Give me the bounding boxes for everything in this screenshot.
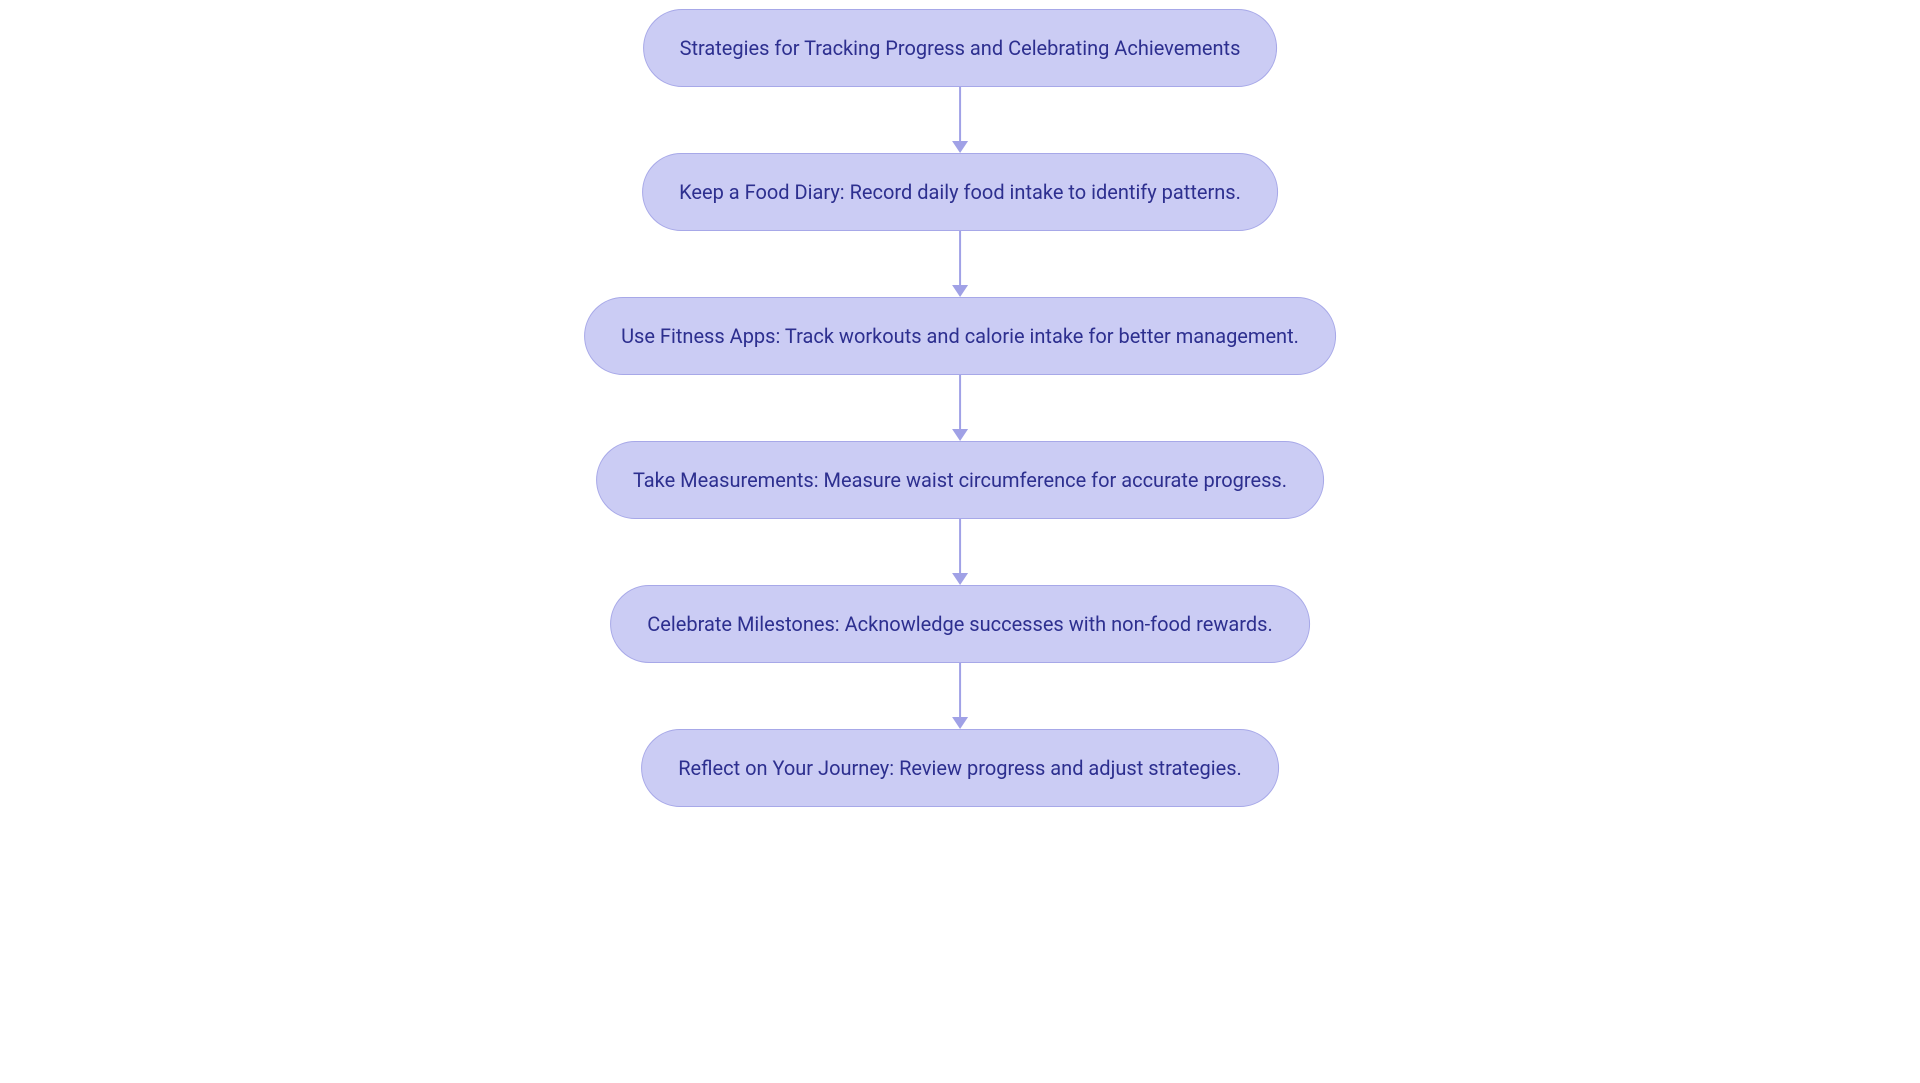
flowchart-container: Strategies for Tracking Progress and Cel… [584, 9, 1336, 807]
flowchart-node: Celebrate Milestones: Acknowledge succes… [610, 585, 1309, 663]
flowchart-arrow [950, 519, 970, 585]
arrow-head-icon [952, 141, 968, 153]
arrow-line [959, 519, 961, 573]
arrow-line [959, 231, 961, 285]
flowchart-node: Strategies for Tracking Progress and Cel… [643, 9, 1278, 87]
arrow-head-icon [952, 717, 968, 729]
arrow-head-icon [952, 285, 968, 297]
flowchart-node: Use Fitness Apps: Track workouts and cal… [584, 297, 1336, 375]
flowchart-node: Reflect on Your Journey: Review progress… [641, 729, 1279, 807]
arrow-line [959, 663, 961, 717]
flowchart-node: Keep a Food Diary: Record daily food int… [642, 153, 1278, 231]
flowchart-node: Take Measurements: Measure waist circumf… [596, 441, 1324, 519]
flowchart-arrow [950, 663, 970, 729]
arrow-line [959, 375, 961, 429]
flowchart-arrow [950, 375, 970, 441]
arrow-head-icon [952, 573, 968, 585]
arrow-line [959, 87, 961, 141]
flowchart-arrow [950, 87, 970, 153]
arrow-head-icon [952, 429, 968, 441]
flowchart-arrow [950, 231, 970, 297]
